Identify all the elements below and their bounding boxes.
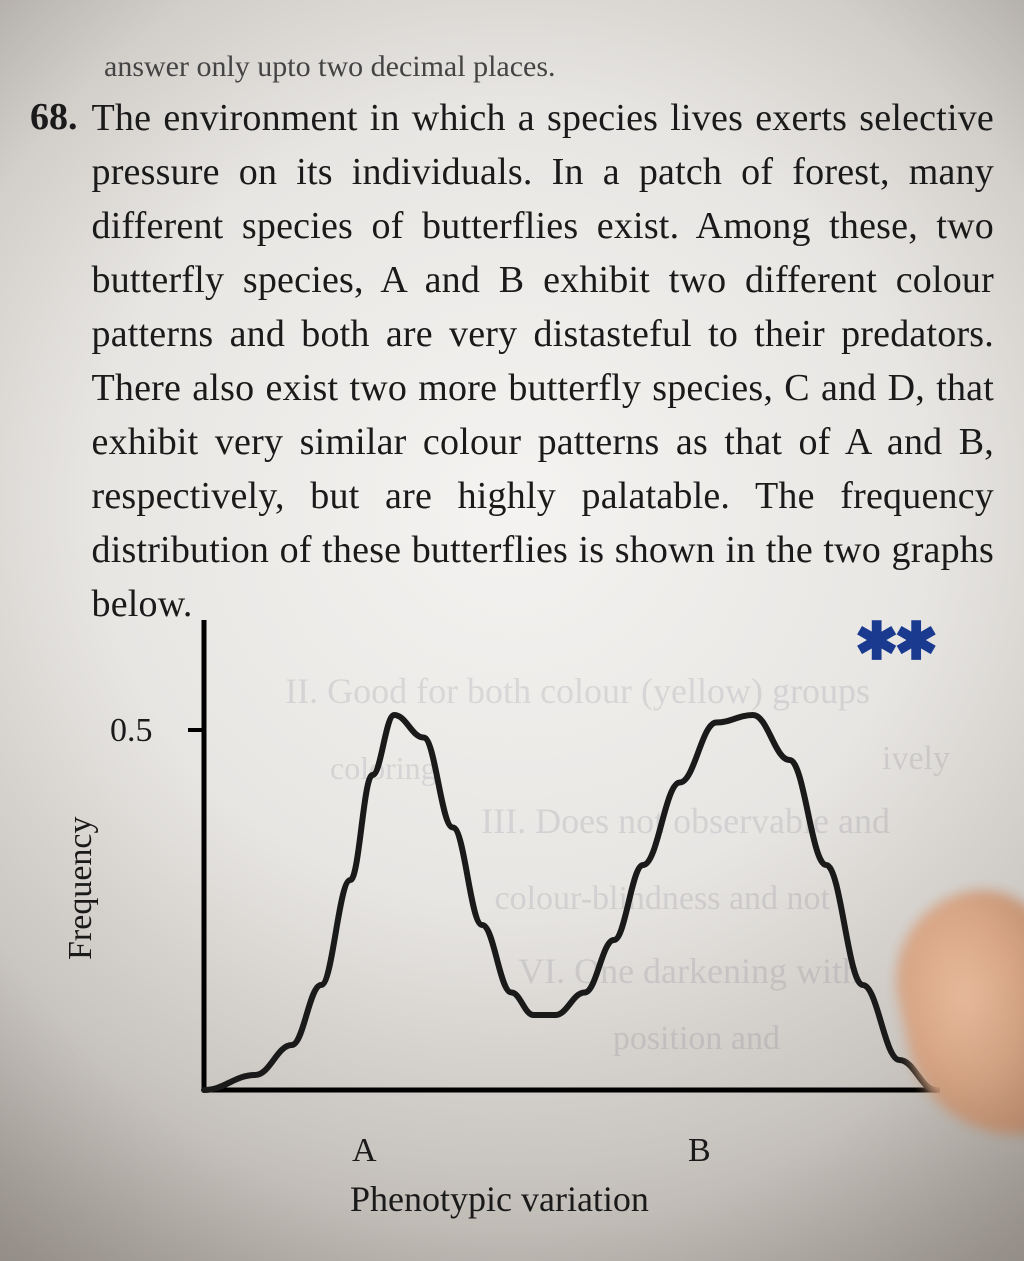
x-tick-A: A (352, 1132, 377, 1170)
chart-svg (200, 620, 940, 1120)
question-block: 68. The environment in which a species l… (30, 92, 994, 632)
prev-question-fragment: answer only upto two decimal places. (30, 50, 994, 84)
distribution-curve (204, 715, 936, 1090)
question-text: The environment in which a species lives… (92, 92, 995, 632)
x-tick-B: B (688, 1132, 711, 1170)
page: answer only upto two decimal places. 68.… (0, 0, 1024, 1261)
x-axis-label: Phenotypic variation (350, 1178, 649, 1220)
y-tick-label: 0.5 (110, 712, 153, 750)
y-axis-label: Frequency (62, 816, 100, 960)
question-number: 68. (30, 92, 78, 143)
frequency-chart: II. Good for both colour (yellow) groups… (70, 600, 940, 1220)
